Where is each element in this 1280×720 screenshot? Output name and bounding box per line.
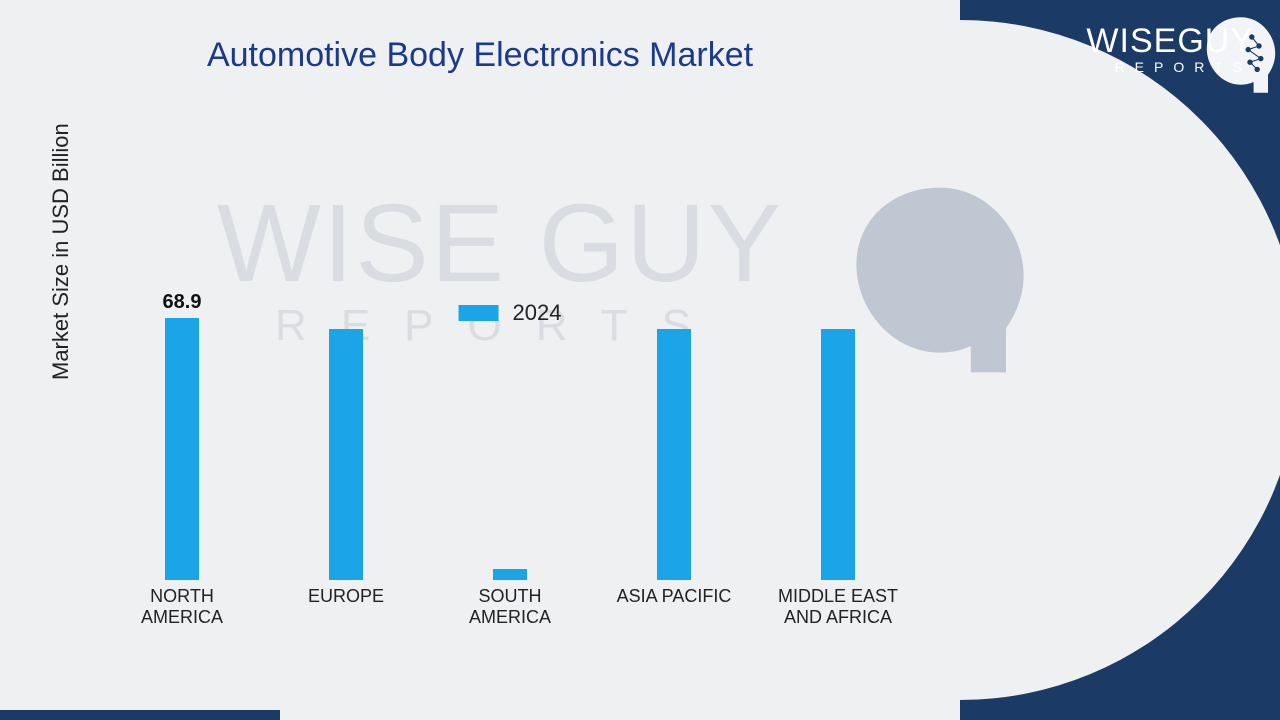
bar xyxy=(493,569,527,580)
bar xyxy=(821,329,855,580)
bar-category-label: MIDDLE EAST AND AFRICA xyxy=(768,580,908,627)
bar-category-label: ASIA PACIFIC xyxy=(604,580,744,607)
bar-category-label: NORTH AMERICA xyxy=(112,580,252,627)
y-axis-label: Market Size in USD Billion xyxy=(48,123,74,380)
chart-plot-area: 2024 68.9NORTH AMERICA EUROPE SOUTH AMERIC… xyxy=(100,150,920,580)
bar-column: MIDDLE EAST AND AFRICA xyxy=(778,303,898,580)
chart-title: Automotive Body Electronics Market xyxy=(90,36,870,75)
bar xyxy=(165,318,199,580)
bar-column: 68.9NORTH AMERICA xyxy=(122,291,242,580)
bar xyxy=(657,329,691,580)
brand-logo: WISEGUY REPORTS xyxy=(1086,22,1254,75)
footer-accent-bar xyxy=(0,710,280,720)
legend-swatch xyxy=(459,305,499,321)
bar-category-label: SOUTH AMERICA xyxy=(440,580,580,627)
brand-name: WISEGUY xyxy=(1086,22,1254,61)
bar-column: SOUTH AMERICA xyxy=(450,543,570,580)
legend-label: 2024 xyxy=(513,300,562,326)
bar-column: ASIA PACIFIC xyxy=(614,303,734,580)
bar-value-label: 68.9 xyxy=(163,291,202,314)
chart-canvas: WISEGUY REPORTS WISE GUY REPORTS Automot… xyxy=(0,0,1280,720)
bar xyxy=(329,329,363,580)
bar-column: EUROPE xyxy=(286,303,406,580)
legend: 2024 xyxy=(459,300,562,326)
brand-subtitle: REPORTS xyxy=(1086,59,1254,75)
bars-container: 68.9NORTH AMERICA EUROPE SOUTH AMERICA ASIA… xyxy=(100,150,920,580)
bar-category-label: EUROPE xyxy=(276,580,416,607)
